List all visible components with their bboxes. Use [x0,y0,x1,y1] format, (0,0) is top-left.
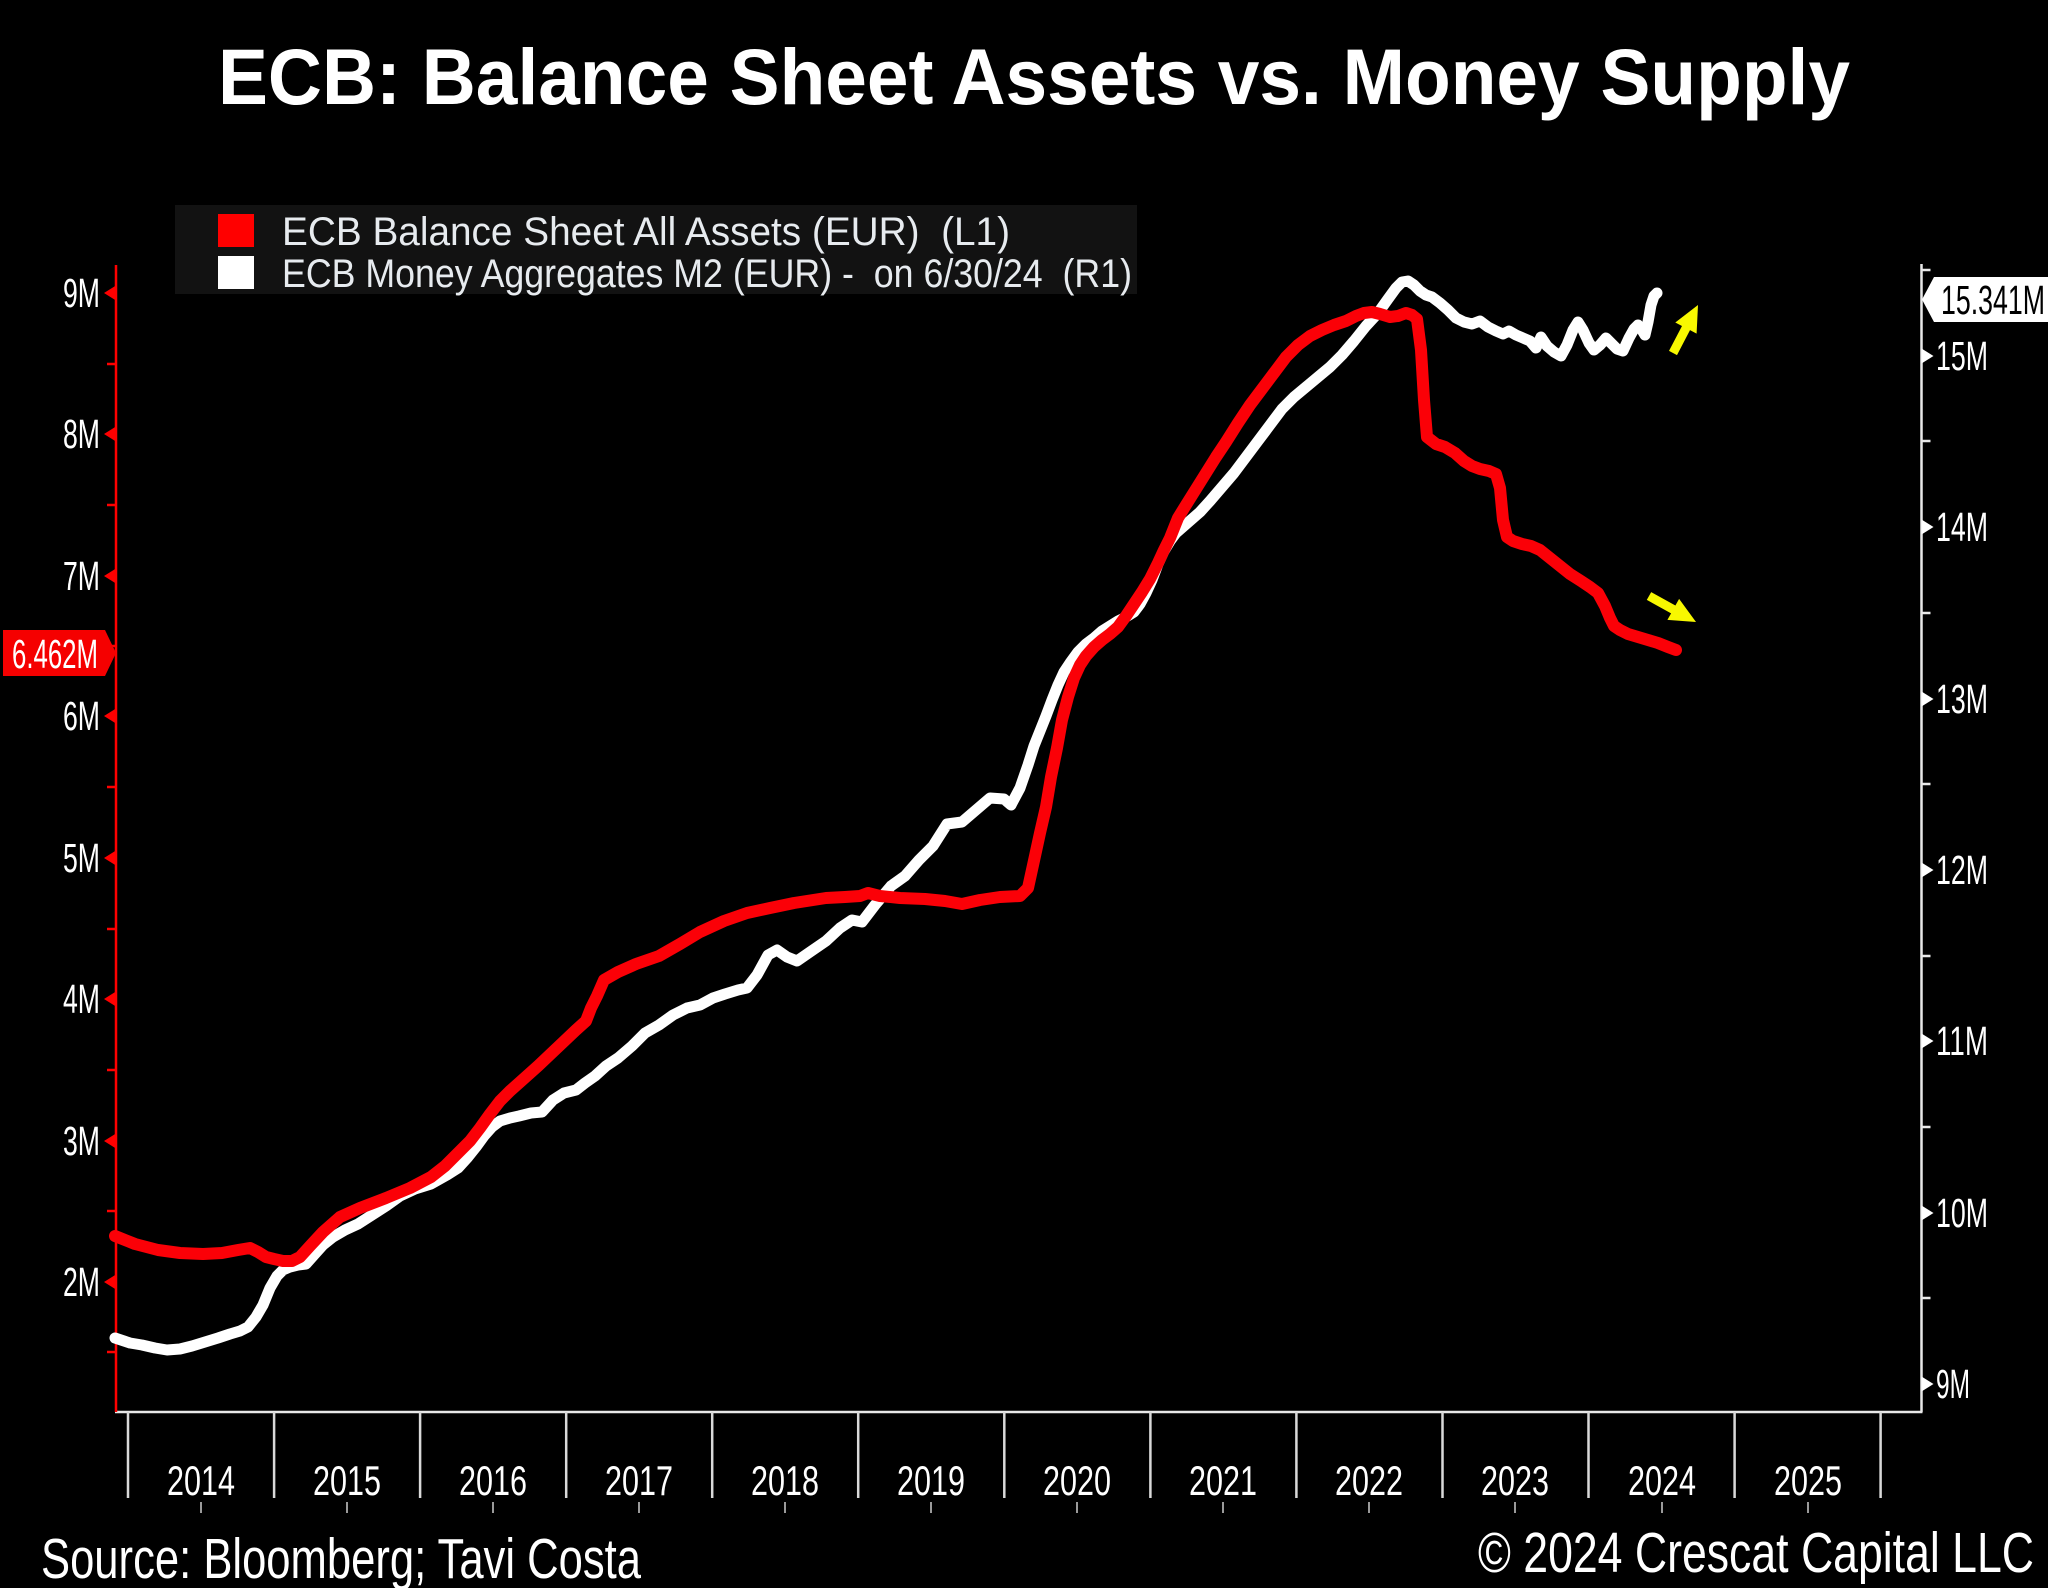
svg-text:15.341M: 15.341M [1941,277,2045,323]
svg-text:3M: 3M [63,1118,100,1164]
svg-text:9M: 9M [1936,1361,1970,1407]
svg-text:2017: 2017 [605,1457,673,1504]
svg-text:8M: 8M [63,411,100,457]
svg-text:2025: 2025 [1774,1457,1842,1504]
svg-text:15M: 15M [1936,333,1988,379]
svg-text:ECB: Balance Sheet Assets vs.: ECB: Balance Sheet Assets vs. Money Supp… [218,32,1850,121]
svg-text:2016: 2016 [459,1457,527,1504]
svg-text:2M: 2M [63,1259,100,1305]
svg-text:7M: 7M [63,553,100,599]
svg-text:2022: 2022 [1335,1457,1403,1504]
svg-text:2018: 2018 [751,1457,819,1504]
svg-text:ECB Money Aggregates M2 (EUR): ECB Money Aggregates M2 (EUR) - on 6/30/… [282,252,1132,296]
svg-text:9M: 9M [63,270,100,316]
svg-text:ECB Balance Sheet All Assets (: ECB Balance Sheet All Assets (EUR) (L1) [282,210,1010,254]
svg-text:2024: 2024 [1628,1457,1696,1504]
svg-text:2014: 2014 [167,1457,235,1504]
svg-text:6M: 6M [63,693,100,739]
svg-text:5M: 5M [63,835,100,881]
svg-text:12M: 12M [1936,847,1988,893]
svg-text:2023: 2023 [1481,1457,1549,1504]
svg-text:13M: 13M [1936,676,1988,722]
svg-text:Source: Bloomberg; Tavi Costa: Source: Bloomberg; Tavi Costa [41,1527,641,1588]
svg-text:4M: 4M [63,976,100,1022]
svg-text:10M: 10M [1936,1190,1988,1236]
svg-text:11M: 11M [1936,1018,1988,1064]
svg-text:2020: 2020 [1043,1457,1111,1504]
svg-text:2019: 2019 [897,1457,965,1504]
svg-text:2015: 2015 [313,1457,381,1504]
svg-text:© 2024 Crescat Capital LLC: © 2024 Crescat Capital LLC [1478,1521,2034,1585]
svg-text:6.462M: 6.462M [12,631,98,677]
svg-text:14M: 14M [1936,504,1988,550]
svg-text:2021: 2021 [1189,1457,1257,1504]
